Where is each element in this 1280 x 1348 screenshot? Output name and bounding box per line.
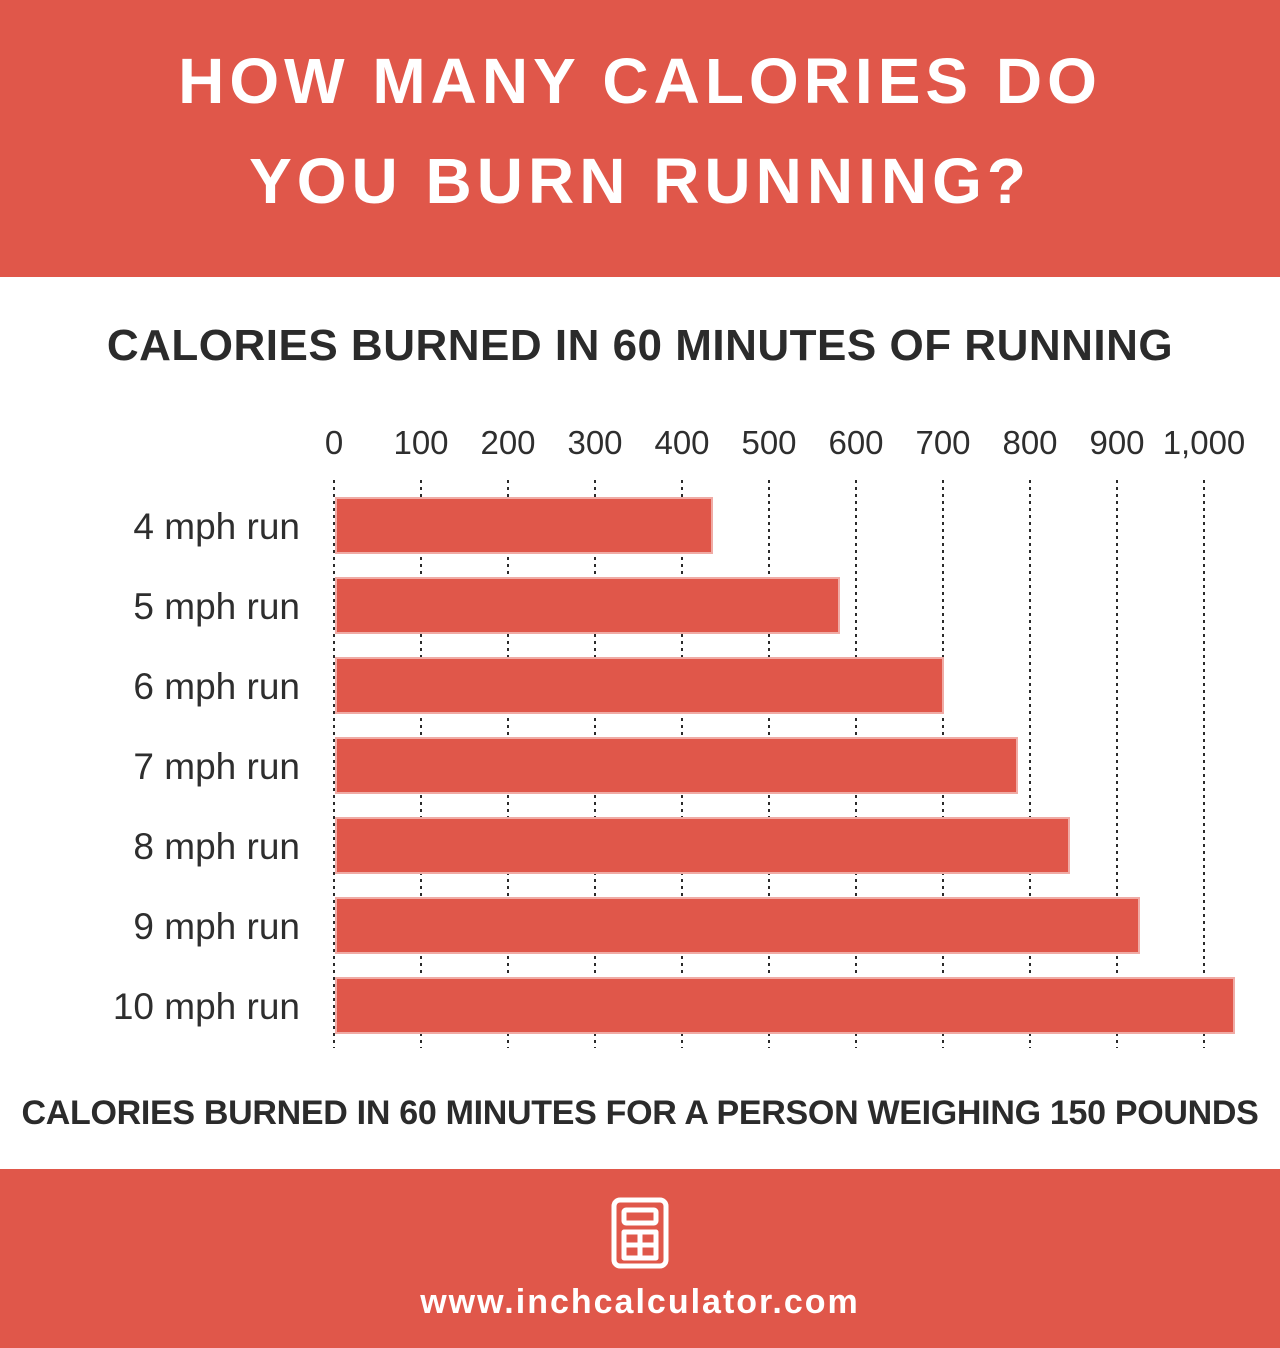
- calculator-display: [621, 1207, 659, 1226]
- gridline: [1203, 480, 1205, 1048]
- bar-7-mph-run: [335, 737, 1018, 794]
- category-label: 5 mph run: [133, 586, 300, 627]
- bar-4-mph-run: [335, 497, 713, 554]
- gridline: [1029, 480, 1031, 1048]
- x-tick-label: 1,000: [1162, 424, 1246, 461]
- header-banner: HOW MANY CALORIES DO YOU BURN RUNNING?: [0, 0, 1280, 277]
- x-tick-label: 300: [567, 424, 623, 461]
- x-tick-label: 800: [1002, 424, 1058, 461]
- calculator-icon: [611, 1197, 669, 1269]
- category-label: 4 mph run: [133, 506, 300, 547]
- x-tick-label: 700: [915, 424, 971, 461]
- category-label: 8 mph run: [133, 826, 300, 867]
- bar-8-mph-run: [335, 817, 1070, 874]
- category-label: 10 mph run: [112, 986, 300, 1027]
- bar-6-mph-run: [335, 657, 944, 714]
- x-axis-ticks: 0 100 200 300 400 500 600 700 800 900 1,000: [0, 424, 1280, 466]
- x-tick-label: 400: [654, 424, 710, 461]
- footer-banner: www.inchcalculator.com: [0, 1169, 1280, 1348]
- bar-chart-plot-area: 4 mph run 5 mph run 6 mph run 7 mph run 8 mp…: [0, 480, 1280, 1048]
- bar-10-mph-run: [335, 977, 1235, 1034]
- gridline: [1116, 480, 1118, 1048]
- category-label: 6 mph run: [133, 666, 300, 707]
- bar-9-mph-run: [335, 897, 1140, 954]
- x-tick-label: 200: [480, 424, 536, 461]
- page-title: HOW MANY CALORIES DO YOU BURN RUNNING?: [178, 31, 1102, 231]
- x-tick-label: 900: [1089, 424, 1145, 461]
- website-url: www.inchcalculator.com: [420, 1283, 860, 1321]
- page-title-line-1: HOW MANY CALORIES DO: [178, 44, 1102, 117]
- category-label: 7 mph run: [133, 746, 300, 787]
- chart-footnote: CALORIES BURNED IN 60 MINUTES FOR A PERS…: [21, 1094, 1259, 1132]
- x-tick-label: 100: [393, 424, 449, 461]
- x-tick-label: 500: [741, 424, 797, 461]
- chart-title: CALORIES BURNED IN 60 MINUTES OF RUNNING: [106, 321, 1174, 370]
- x-tick-label: 0: [324, 424, 344, 461]
- category-label: 9 mph run: [133, 906, 300, 947]
- page-title-line-2: YOU BURN RUNNING?: [249, 144, 1031, 217]
- x-tick-label: 600: [828, 424, 884, 461]
- bar-5-mph-run: [335, 577, 840, 634]
- gridline: [333, 480, 335, 1048]
- calculator-body: [611, 1197, 669, 1269]
